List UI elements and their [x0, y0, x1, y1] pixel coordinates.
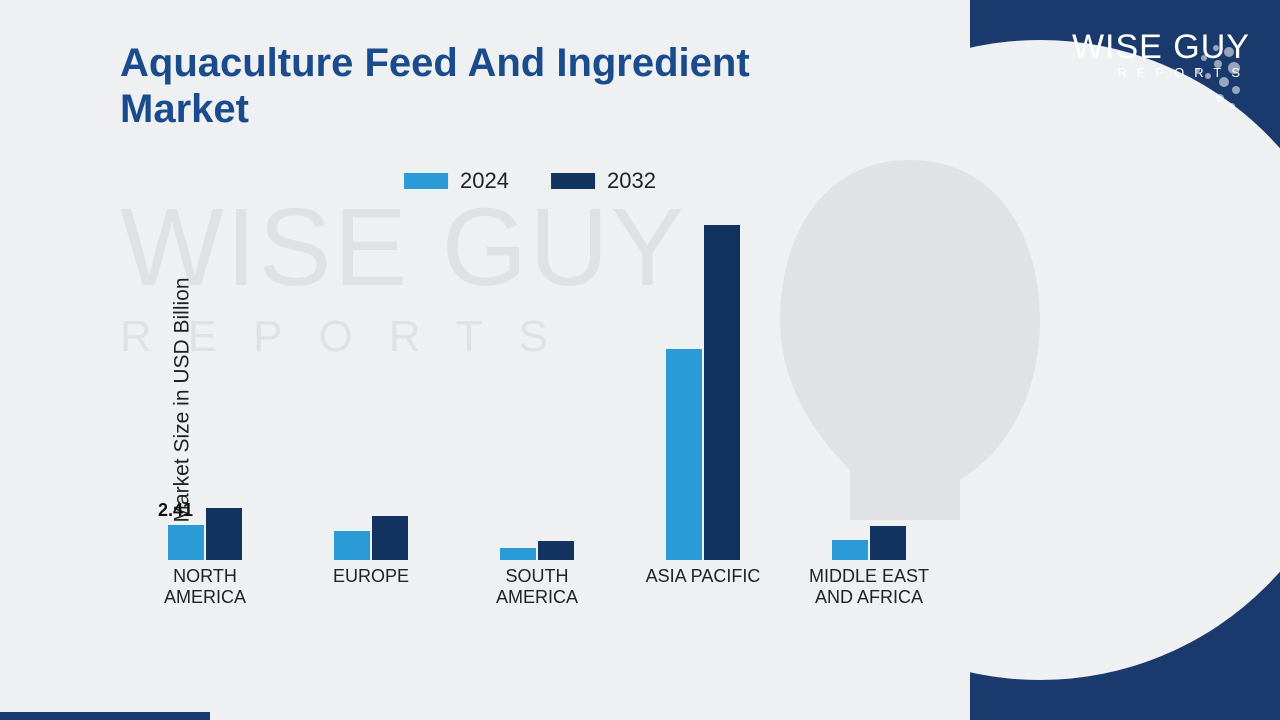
- chart-title: Aquaculture Feed And Ingredient Market: [120, 40, 840, 132]
- bottom-accent-bar: [0, 712, 210, 720]
- legend-swatch-1: [551, 173, 595, 189]
- bar-group: 2.41NORTH AMERICA: [168, 508, 242, 561]
- category-label: NORTH AMERICA: [135, 566, 275, 607]
- bar: [870, 526, 906, 560]
- bar: [500, 548, 536, 560]
- legend-item-2024: 2024: [404, 168, 509, 194]
- brand-logo: WISE GUY REPORTS: [1072, 28, 1250, 80]
- bar-group: SOUTH AMERICA: [500, 541, 574, 560]
- category-label: EUROPE: [301, 566, 441, 587]
- legend-label-1: 2032: [607, 168, 656, 194]
- category-label: SOUTH AMERICA: [467, 566, 607, 607]
- bar: [206, 508, 242, 561]
- chart-legend: 2024 2032: [404, 168, 656, 194]
- bar-chart: Market Size in USD Billion 2024 2032 2.4…: [90, 160, 970, 640]
- legend-label-0: 2024: [460, 168, 509, 194]
- bar: [666, 349, 702, 560]
- category-label: ASIA PACIFIC: [633, 566, 773, 587]
- logo-dots-icon: [1174, 42, 1244, 122]
- legend-item-2032: 2032: [551, 168, 656, 194]
- bar: [168, 525, 204, 560]
- infographic-canvas: WISE GUY REPORTS Aquaculture Feed And In…: [0, 0, 1280, 720]
- legend-swatch-0: [404, 173, 448, 189]
- bar: [334, 531, 370, 560]
- value-label: 2.41: [158, 500, 193, 521]
- bar-group: EUROPE: [334, 516, 408, 560]
- category-label: MIDDLE EAST AND AFRICA: [799, 566, 939, 607]
- bar-group: MIDDLE EAST AND AFRICA: [832, 526, 906, 560]
- bar-group: ASIA PACIFIC: [666, 225, 740, 560]
- bar: [372, 516, 408, 560]
- bar: [538, 541, 574, 560]
- bar: [704, 225, 740, 560]
- bar: [832, 540, 868, 560]
- plot-area: 2.41NORTH AMERICA EUROPE SOUTH AMERICA ASIA…: [140, 210, 970, 560]
